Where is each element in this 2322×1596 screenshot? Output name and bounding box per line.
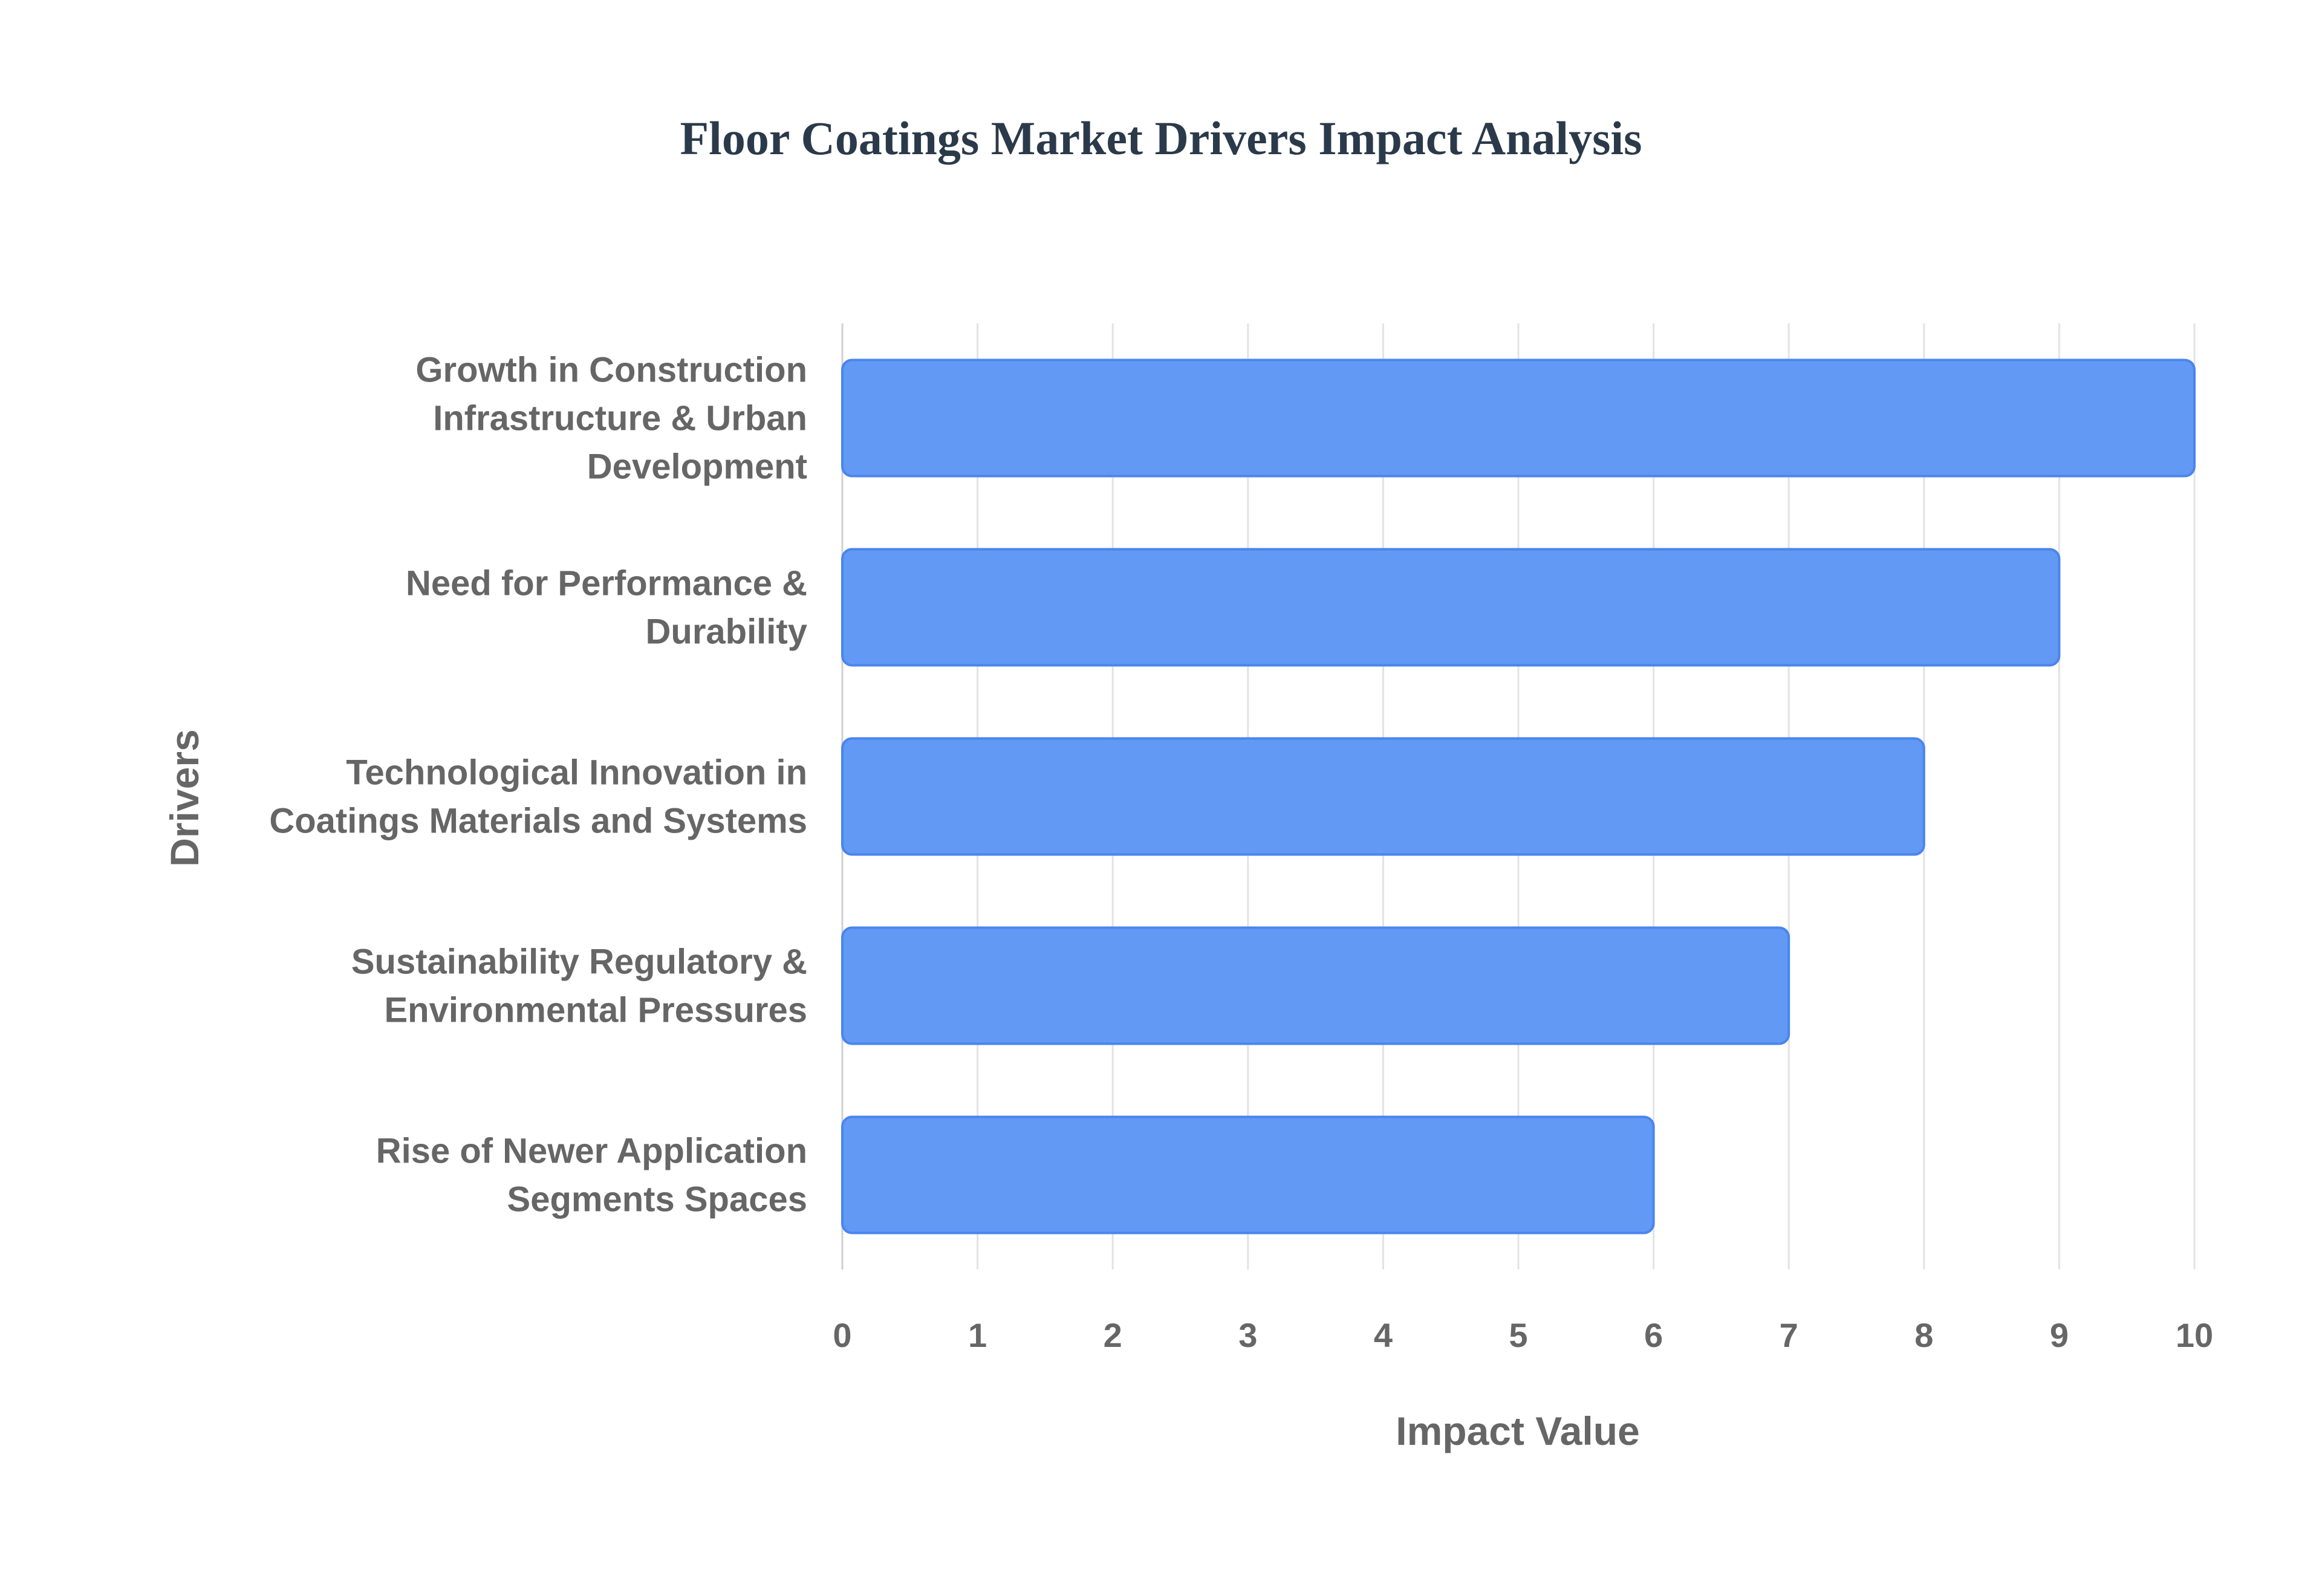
x-tick-label-6: 6 — [1644, 1316, 1663, 1354]
category-label-1: Growth in Construction Infrastructure & U… — [415, 351, 807, 487]
category-label-line: Sustainability Regulatory & — [351, 942, 807, 982]
category-label-3: Technological Innovation in Coatings Mate… — [269, 753, 807, 841]
x-tick-label-1: 1 — [968, 1316, 987, 1354]
category-label-line: Technological Innovation in — [346, 753, 807, 793]
category-label-line: Development — [587, 447, 807, 487]
x-tick-label-5: 5 — [1509, 1316, 1527, 1354]
x-tick-label-0: 0 — [833, 1316, 851, 1354]
bar-4 — [841, 926, 1790, 1045]
category-label-line: Growth in Construction — [415, 351, 807, 390]
category-label-line: Durability — [646, 612, 808, 652]
bar-3 — [841, 737, 1925, 856]
x-tick-label-4: 4 — [1374, 1316, 1393, 1354]
category-label-line: Need for Performance & — [406, 564, 807, 603]
bar-5 — [841, 1115, 1655, 1234]
x-tick-label-9: 9 — [2050, 1316, 2069, 1354]
bar-2 — [841, 548, 2061, 667]
x-tick-label-2: 2 — [1104, 1316, 1122, 1354]
category-label-line: Environmental Pressures — [384, 991, 807, 1030]
bar-layer — [841, 358, 2196, 1234]
x-tick-label-3: 3 — [1238, 1316, 1257, 1354]
category-label-line: Coatings Materials and Systems — [269, 802, 807, 841]
category-label-line: Rise of Newer Application — [376, 1132, 807, 1171]
category-label-2: Need for Performance & Durability — [406, 564, 807, 652]
x-tick-label-10: 10 — [2176, 1316, 2213, 1354]
x-tick-label-7: 7 — [1780, 1316, 1798, 1354]
category-label-4: Sustainability Regulatory & Environmental… — [351, 942, 807, 1030]
x-axis-title: Impact Value — [1396, 1409, 1640, 1453]
tick-label-layer: 0 1 2 3 4 5 6 7 8 9 10 — [833, 1316, 2213, 1354]
category-label-layer: Growth in Construction Infrastructure & U… — [269, 351, 807, 1219]
category-label-5: Rise of Newer Application Segments Spaces — [376, 1132, 807, 1219]
x-tick-label-8: 8 — [1914, 1316, 1933, 1354]
chart-title: Floor Coatings Market Drivers Impact Ana… — [680, 112, 1642, 164]
category-label-line: Infrastructure & Urban — [433, 399, 807, 438]
bar-1 — [841, 358, 2196, 478]
category-label-line: Segments Spaces — [507, 1180, 807, 1219]
y-axis-title: Drivers — [162, 729, 207, 867]
